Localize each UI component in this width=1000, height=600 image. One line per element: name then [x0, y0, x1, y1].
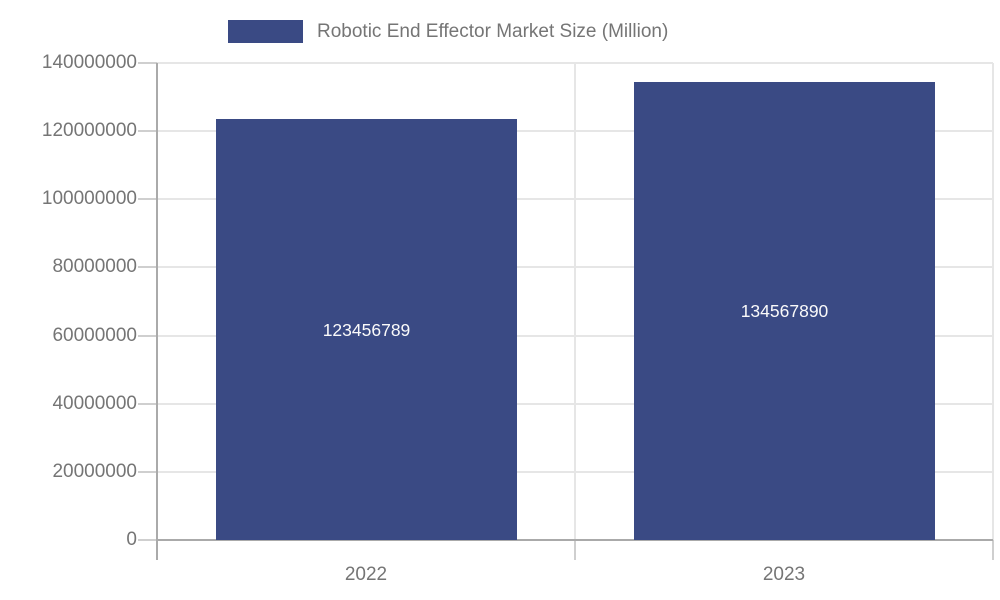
- y-axis-tick: [138, 539, 157, 541]
- gridline-vertical: [574, 63, 576, 540]
- y-axis-tick: [138, 130, 157, 133]
- y-tick-label: 120000000: [41, 120, 137, 142]
- legend-label: Robotic End Effector Market Size (Millio…: [317, 20, 669, 42]
- x-axis-tick: [992, 540, 994, 560]
- y-tick-label: 60000000: [52, 324, 137, 346]
- y-axis-tick: [138, 402, 157, 405]
- gridline-horizontal: [157, 62, 993, 64]
- y-axis-tick: [138, 470, 157, 473]
- y-tick-label: 140000000: [41, 52, 137, 73]
- y-axis-tick: [138, 334, 157, 337]
- x-axis-line: [157, 539, 993, 541]
- bar-2023[interactable]: [634, 81, 935, 540]
- y-axis-line: [156, 63, 158, 560]
- y-tick-label: 80000000: [52, 256, 137, 278]
- bar-2022[interactable]: [216, 119, 517, 540]
- legend-item[interactable]: Robotic End Effector Market Size (Millio…: [228, 20, 668, 43]
- y-tick-label: 40000000: [52, 392, 137, 414]
- y-axis-tick: [138, 62, 157, 64]
- legend-swatch: [228, 20, 303, 43]
- y-tick-label: 100000000: [41, 188, 137, 210]
- y-tick-label: 20000000: [52, 460, 137, 482]
- y-axis-tick: [138, 198, 157, 201]
- x-axis-tick: [574, 540, 576, 560]
- gridline-vertical: [992, 63, 994, 540]
- y-axis-tick: [138, 266, 157, 269]
- x-tick-label: 2023: [762, 564, 806, 585]
- y-tick-label: 0: [126, 529, 137, 550]
- x-tick-label: 2022: [344, 564, 388, 585]
